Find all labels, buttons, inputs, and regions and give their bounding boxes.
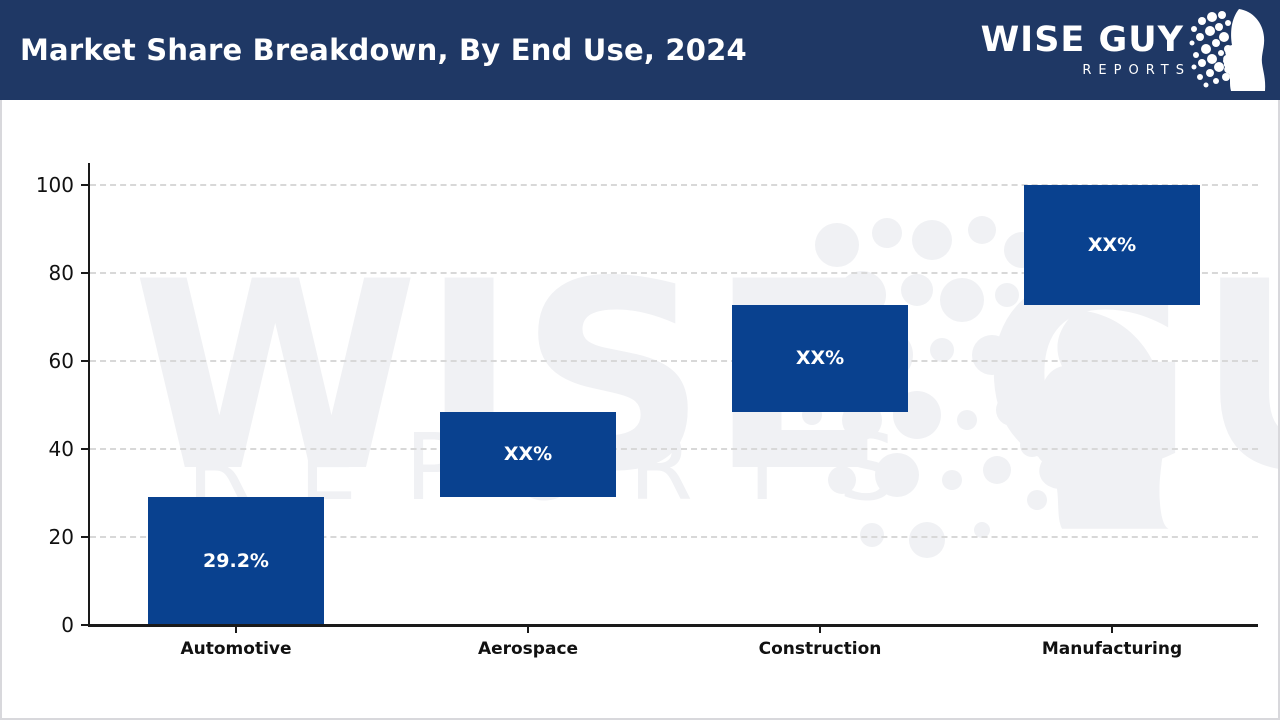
y-axis-tick-label: 20 [48, 525, 74, 549]
bar-value-label: XX% [795, 347, 845, 370]
bar-aerospace [440, 411, 616, 497]
y-tick-mark [81, 536, 90, 538]
wiseguy-logo: WISE GUY REPORTS [981, 7, 1268, 93]
x-tick-mark [819, 625, 821, 633]
y-axis-tick-label: 80 [48, 261, 74, 285]
x-tick-mark [527, 625, 529, 633]
y-axis-tick-label: 0 [61, 613, 74, 637]
bar-value-label: XX% [503, 443, 553, 466]
x-axis-tick-label: Construction [758, 639, 882, 659]
x-axis-tick-label: Manufacturing [1041, 639, 1183, 659]
y-tick-mark [81, 624, 90, 626]
x-axis-tick-label: Automotive [180, 639, 292, 659]
wiseguy-logo-text: WISE GUY REPORTS [980, 20, 1184, 78]
grid-line-40 [90, 448, 1258, 450]
bar-manufacturing [1024, 185, 1200, 306]
y-axis-tick-label: 60 [48, 349, 74, 373]
logo-subtext: REPORTS [1082, 63, 1191, 78]
bar-value-label: XX% [1087, 234, 1137, 257]
grid-line-20 [90, 536, 1258, 538]
grid-line-100 [90, 184, 1258, 186]
chart-card: WISE GUY REPORTS 02040608010029.2%Automo… [0, 100, 1280, 720]
bar-automotive [148, 496, 324, 625]
plot-area: 0 20 40 60 80 100 29.2% Automotive XX% Aerospace X… [2, 100, 1278, 718]
x-tick-mark [1111, 625, 1113, 633]
grid-line-80 [90, 272, 1258, 274]
y-tick-mark [81, 272, 90, 274]
wiseguy-face-icon [1189, 9, 1266, 91]
report-header: Market Share Breakdown, By End Use, 2024… [0, 0, 1280, 100]
x-axis-tick-label: Aerospace [477, 639, 579, 659]
grid-line-60 [90, 360, 1258, 362]
x-tick-mark [235, 625, 237, 633]
logo-wordmark: WISE GUY [980, 20, 1184, 60]
x-axis-line [88, 624, 1258, 627]
y-tick-mark [81, 360, 90, 362]
y-axis-line [88, 163, 90, 625]
y-tick-mark [81, 184, 90, 186]
chart-title: Market Share Breakdown, By End Use, 2024 [20, 33, 747, 67]
bar-value-label: 29.2% [203, 549, 269, 572]
y-axis-tick-label: 100 [35, 173, 74, 197]
y-axis-tick-label: 40 [48, 437, 74, 461]
y-tick-mark [81, 448, 90, 450]
